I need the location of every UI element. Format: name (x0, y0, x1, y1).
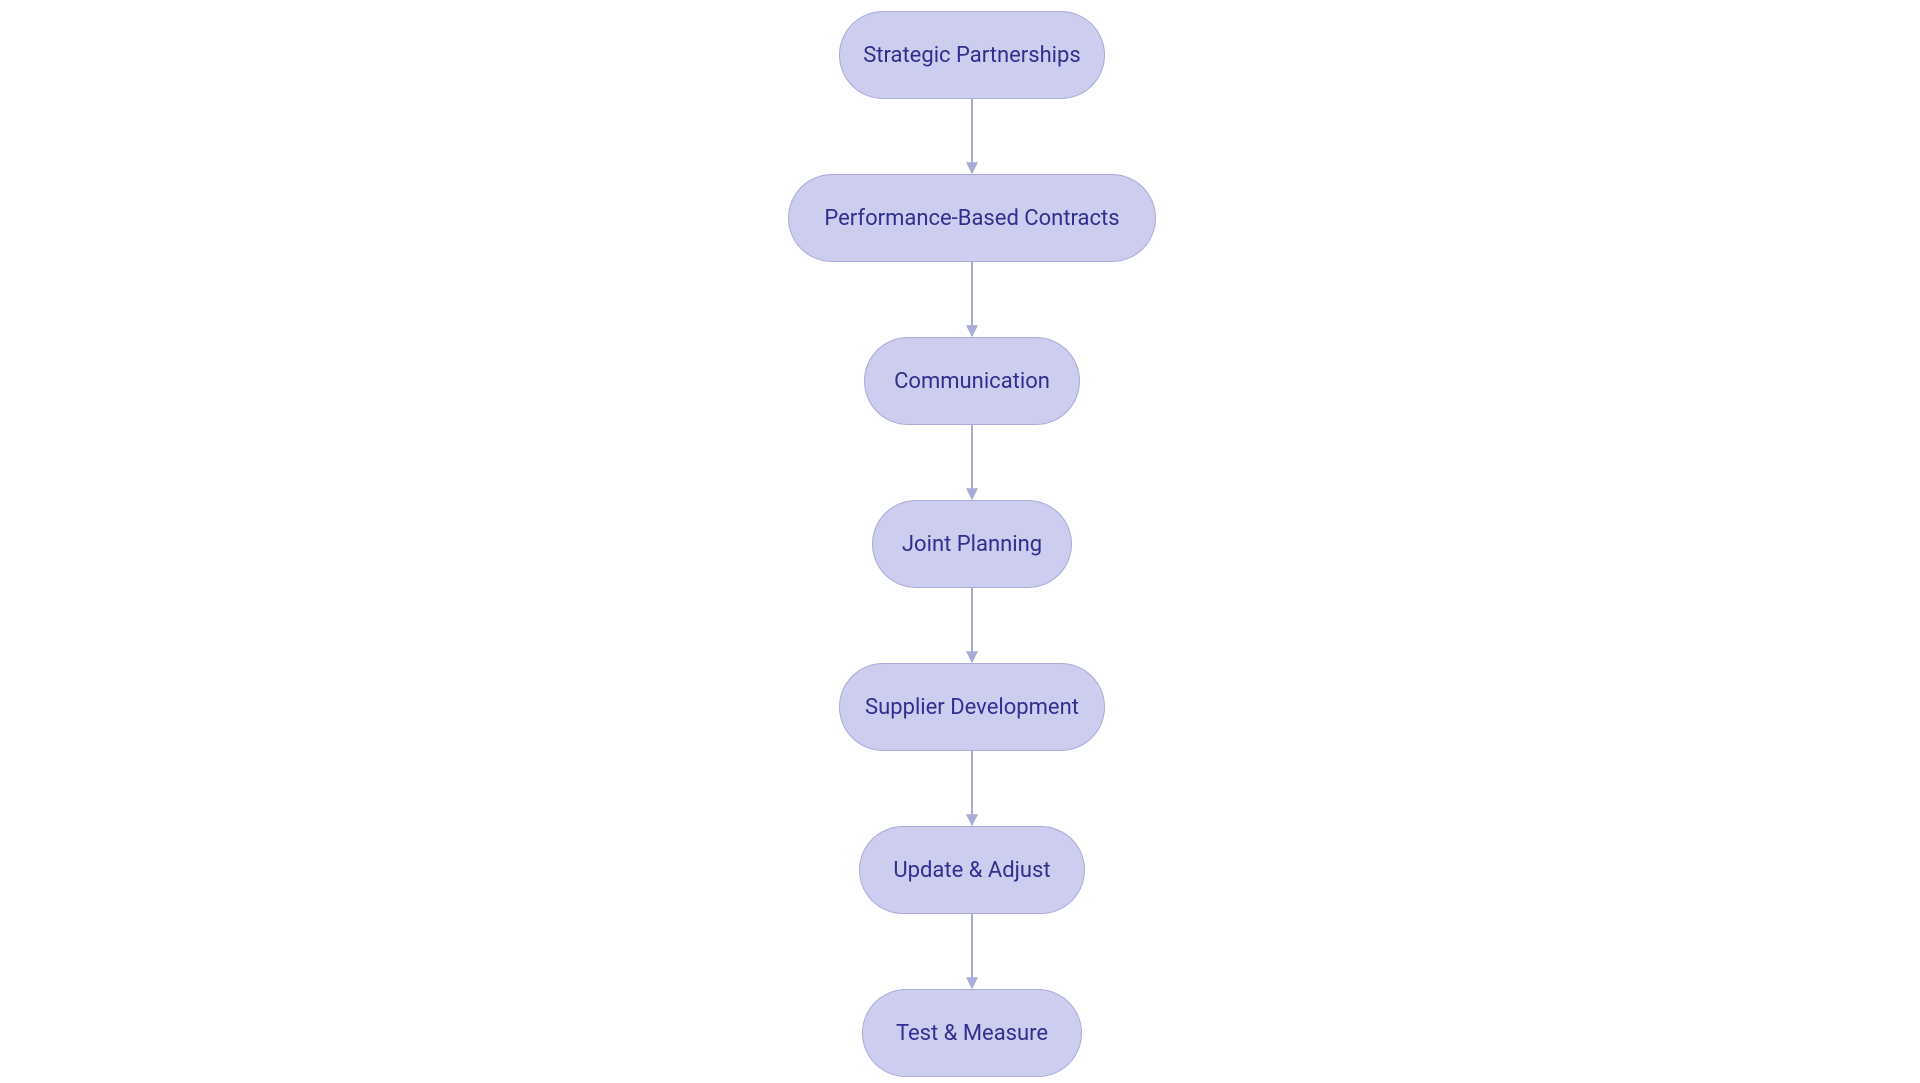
flowchart-node: Performance-Based Contracts (788, 174, 1156, 262)
flowchart-node-label: Performance-Based Contracts (824, 206, 1119, 231)
flowchart-node: Test & Measure (862, 989, 1082, 1077)
flowchart-node-label: Test & Measure (896, 1021, 1048, 1046)
flowchart-node-label: Supplier Development (865, 695, 1079, 720)
flowchart-node: Strategic Partnerships (839, 11, 1105, 99)
flowchart-canvas: Strategic Partnerships Performance-Based … (0, 0, 1920, 1083)
flowchart-node-label: Strategic Partnerships (863, 43, 1081, 68)
flowchart-node: Communication (864, 337, 1080, 425)
flowchart-node: Update & Adjust (859, 826, 1085, 914)
flowchart-node: Joint Planning (872, 500, 1072, 588)
flowchart-node-label: Communication (894, 369, 1050, 394)
flowchart-node-label: Joint Planning (902, 532, 1042, 557)
flowchart-node: Supplier Development (839, 663, 1105, 751)
flowchart-node-label: Update & Adjust (893, 858, 1050, 883)
